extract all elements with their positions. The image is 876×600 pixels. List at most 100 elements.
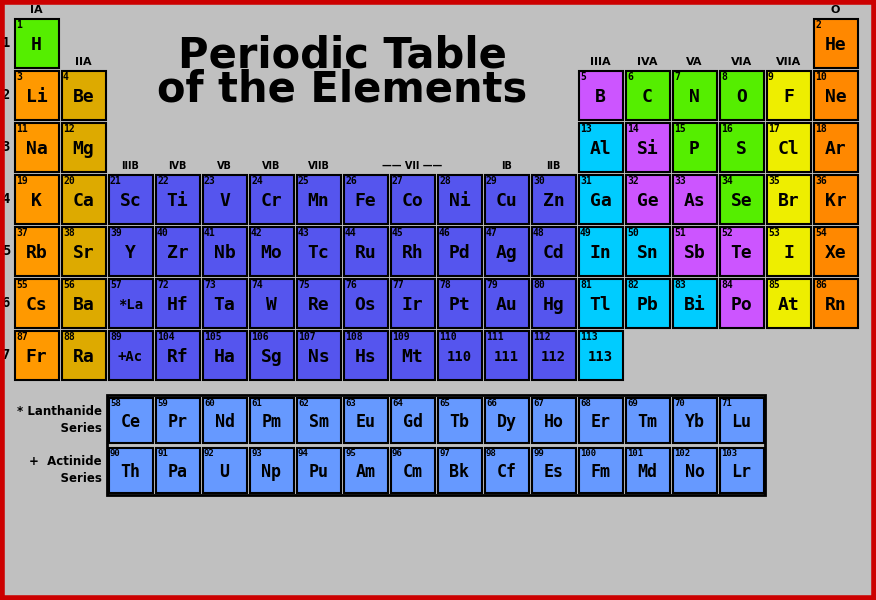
Text: 5: 5: [580, 72, 586, 82]
Text: O: O: [830, 5, 840, 15]
Text: Er: Er: [590, 413, 611, 431]
Text: Na: Na: [25, 140, 47, 158]
FancyBboxPatch shape: [673, 278, 717, 328]
Text: 94: 94: [298, 449, 308, 458]
Text: 70: 70: [674, 399, 685, 408]
Text: IIIA: IIIA: [590, 57, 611, 67]
FancyBboxPatch shape: [15, 331, 59, 379]
Text: 65: 65: [439, 399, 449, 408]
FancyBboxPatch shape: [532, 331, 576, 379]
Text: Np: Np: [262, 463, 281, 481]
FancyBboxPatch shape: [625, 226, 669, 275]
Text: 34: 34: [721, 176, 732, 186]
Text: 54: 54: [815, 228, 827, 238]
Text: Ge: Ge: [637, 192, 659, 210]
Text: Te: Te: [731, 244, 752, 262]
FancyBboxPatch shape: [343, 331, 387, 379]
FancyBboxPatch shape: [484, 226, 528, 275]
Text: Periodic Table: Periodic Table: [178, 34, 506, 76]
FancyBboxPatch shape: [625, 278, 669, 328]
Text: 51: 51: [674, 228, 686, 238]
Text: Md: Md: [638, 463, 658, 481]
Text: 12: 12: [63, 124, 74, 134]
Text: 109: 109: [392, 332, 410, 342]
Text: 50: 50: [627, 228, 639, 238]
Text: B: B: [595, 88, 606, 106]
Text: 13: 13: [580, 124, 592, 134]
Text: 26: 26: [345, 176, 357, 186]
FancyBboxPatch shape: [766, 122, 810, 172]
FancyBboxPatch shape: [766, 278, 810, 328]
FancyBboxPatch shape: [673, 175, 717, 223]
FancyBboxPatch shape: [156, 397, 200, 443]
FancyBboxPatch shape: [532, 278, 576, 328]
Text: 23: 23: [204, 176, 215, 186]
Text: * Lanthanide
    Series: * Lanthanide Series: [17, 405, 102, 435]
Text: 27: 27: [392, 176, 404, 186]
FancyBboxPatch shape: [15, 226, 59, 275]
Text: 84: 84: [721, 280, 732, 290]
Text: *La: *La: [118, 298, 143, 312]
Text: Pd: Pd: [449, 244, 470, 262]
Text: 104: 104: [157, 332, 174, 342]
Text: 60: 60: [204, 399, 215, 408]
Text: 43: 43: [298, 228, 310, 238]
Text: 57: 57: [110, 280, 122, 290]
Text: 41: 41: [204, 228, 215, 238]
Text: 92: 92: [204, 449, 215, 458]
FancyBboxPatch shape: [296, 448, 341, 493]
Text: Pt: Pt: [449, 296, 470, 314]
Text: 55: 55: [16, 280, 28, 290]
Text: Nb: Nb: [214, 244, 236, 262]
Text: 39: 39: [110, 228, 122, 238]
Text: Cd: Cd: [542, 244, 564, 262]
Text: Ns: Ns: [307, 348, 329, 366]
Text: 47: 47: [486, 228, 498, 238]
Text: 95: 95: [345, 449, 356, 458]
Text: 107: 107: [298, 332, 315, 342]
FancyBboxPatch shape: [202, 331, 246, 379]
Text: Sb: Sb: [683, 244, 705, 262]
FancyBboxPatch shape: [719, 70, 764, 119]
Text: 16: 16: [721, 124, 732, 134]
Text: Gd: Gd: [402, 413, 422, 431]
Text: Pu: Pu: [308, 463, 328, 481]
FancyBboxPatch shape: [719, 122, 764, 172]
Text: N: N: [689, 88, 700, 106]
Text: Mn: Mn: [307, 192, 329, 210]
FancyBboxPatch shape: [484, 331, 528, 379]
Text: S: S: [736, 140, 747, 158]
FancyBboxPatch shape: [625, 122, 669, 172]
Text: U: U: [220, 463, 230, 481]
Text: Li: Li: [25, 88, 47, 106]
Text: —— VII ——: —— VII ——: [383, 161, 442, 171]
Text: 8: 8: [721, 72, 727, 82]
FancyBboxPatch shape: [61, 122, 105, 172]
Text: 110: 110: [447, 350, 472, 364]
Text: 3: 3: [16, 72, 22, 82]
Text: P: P: [689, 140, 700, 158]
FancyBboxPatch shape: [578, 70, 623, 119]
Text: 77: 77: [392, 280, 404, 290]
Text: Co: Co: [401, 192, 423, 210]
Text: Sc: Sc: [120, 192, 141, 210]
Text: Dy: Dy: [497, 413, 517, 431]
Text: In: In: [590, 244, 611, 262]
Text: 67: 67: [533, 399, 544, 408]
Text: Zn: Zn: [542, 192, 564, 210]
FancyBboxPatch shape: [61, 331, 105, 379]
Text: Ti: Ti: [166, 192, 188, 210]
Text: 31: 31: [580, 176, 592, 186]
Text: 32: 32: [627, 176, 639, 186]
Text: 110: 110: [439, 332, 456, 342]
Text: 52: 52: [721, 228, 732, 238]
Text: 3: 3: [2, 140, 10, 154]
FancyBboxPatch shape: [250, 278, 293, 328]
Text: +  Actinide
    Series: + Actinide Series: [30, 455, 102, 485]
Text: 63: 63: [345, 399, 356, 408]
Text: 15: 15: [674, 124, 686, 134]
FancyBboxPatch shape: [343, 226, 387, 275]
FancyBboxPatch shape: [814, 19, 858, 67]
Text: 85: 85: [768, 280, 780, 290]
Text: Cm: Cm: [402, 463, 422, 481]
